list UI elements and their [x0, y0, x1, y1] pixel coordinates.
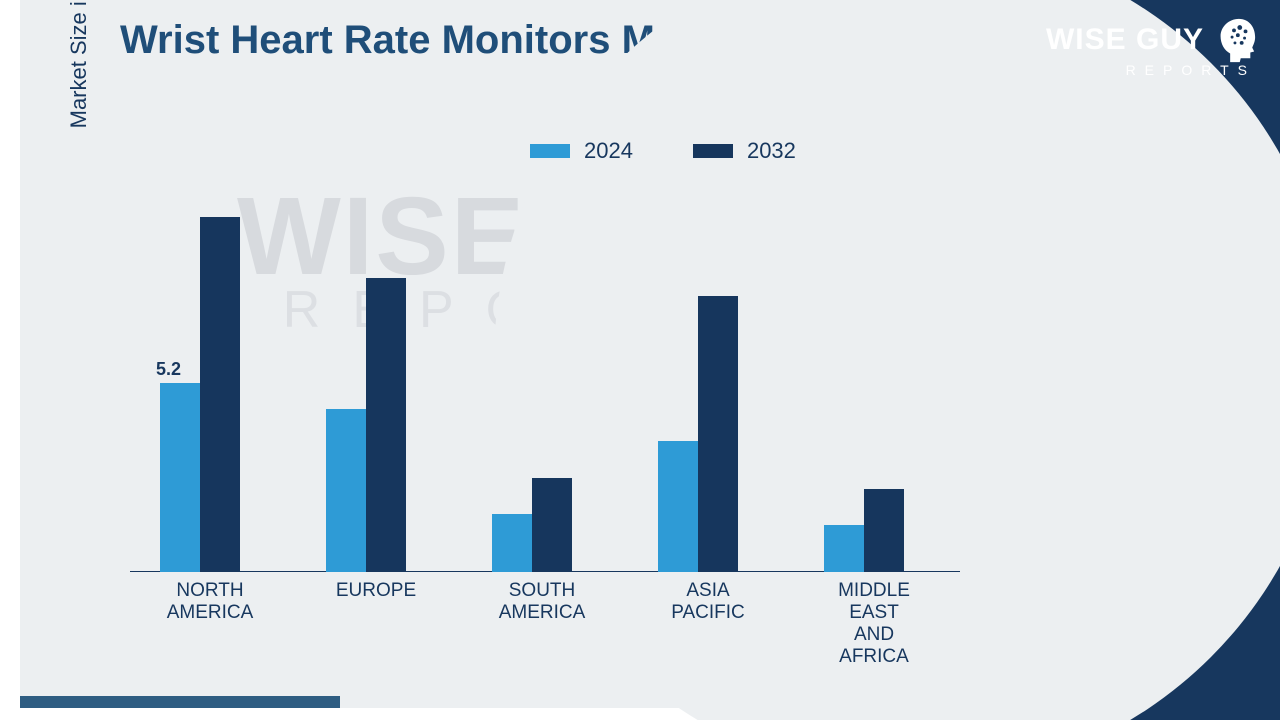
bar [160, 383, 200, 572]
bar [824, 525, 864, 572]
bar-group: ASIAPACIFIC [658, 202, 758, 572]
brand-logo: WISE GUY REPORTS [1046, 16, 1258, 78]
y-tick-label: 5.2 [156, 359, 181, 380]
bar-group: MIDDLEEASTANDAFRICA [824, 202, 924, 572]
bar [658, 441, 698, 572]
legend-item-2024: 2024 [530, 138, 633, 164]
legend-label-2024: 2024 [584, 138, 633, 164]
bar [864, 489, 904, 572]
x-axis-label: MIDDLEEASTANDAFRICA [804, 572, 944, 667]
bar [532, 478, 572, 572]
plot-area: 5.2NORTHAMERICA EUROPE SOUTHAMERICA ASIAPAC… [130, 202, 960, 572]
y-axis-title: Market Size in USD Billion [66, 0, 92, 190]
canvas: Wrist Heart Rate Monitors Market WISE GU… [0, 0, 1280, 720]
x-axis-label: ASIAPACIFIC [638, 572, 778, 624]
bar [492, 514, 532, 572]
bar [366, 278, 406, 572]
legend: 2024 2032 [530, 138, 796, 164]
bar-group: NORTHAMERICA [160, 202, 260, 572]
brand-panel: WISE GUY REPORTS [964, 0, 1280, 720]
bar [698, 296, 738, 572]
bar [200, 217, 240, 572]
x-axis-label: NORTHAMERICA [140, 572, 280, 624]
brand-line2: REPORTS [1046, 62, 1258, 78]
bar-group: EUROPE [326, 202, 426, 572]
brand-line1: WISE GUY [1046, 23, 1204, 57]
legend-label-2032: 2032 [747, 138, 796, 164]
legend-item-2032: 2032 [693, 138, 796, 164]
bar [326, 409, 366, 572]
x-axis-label: EUROPE [306, 572, 446, 602]
bar-group: SOUTHAMERICA [492, 202, 592, 572]
x-axis-label: SOUTHAMERICA [472, 572, 612, 624]
legend-swatch-2024 [530, 144, 570, 158]
brand-head-icon [1210, 16, 1258, 64]
footer-accent-bar [20, 696, 340, 708]
legend-swatch-2032 [693, 144, 733, 158]
